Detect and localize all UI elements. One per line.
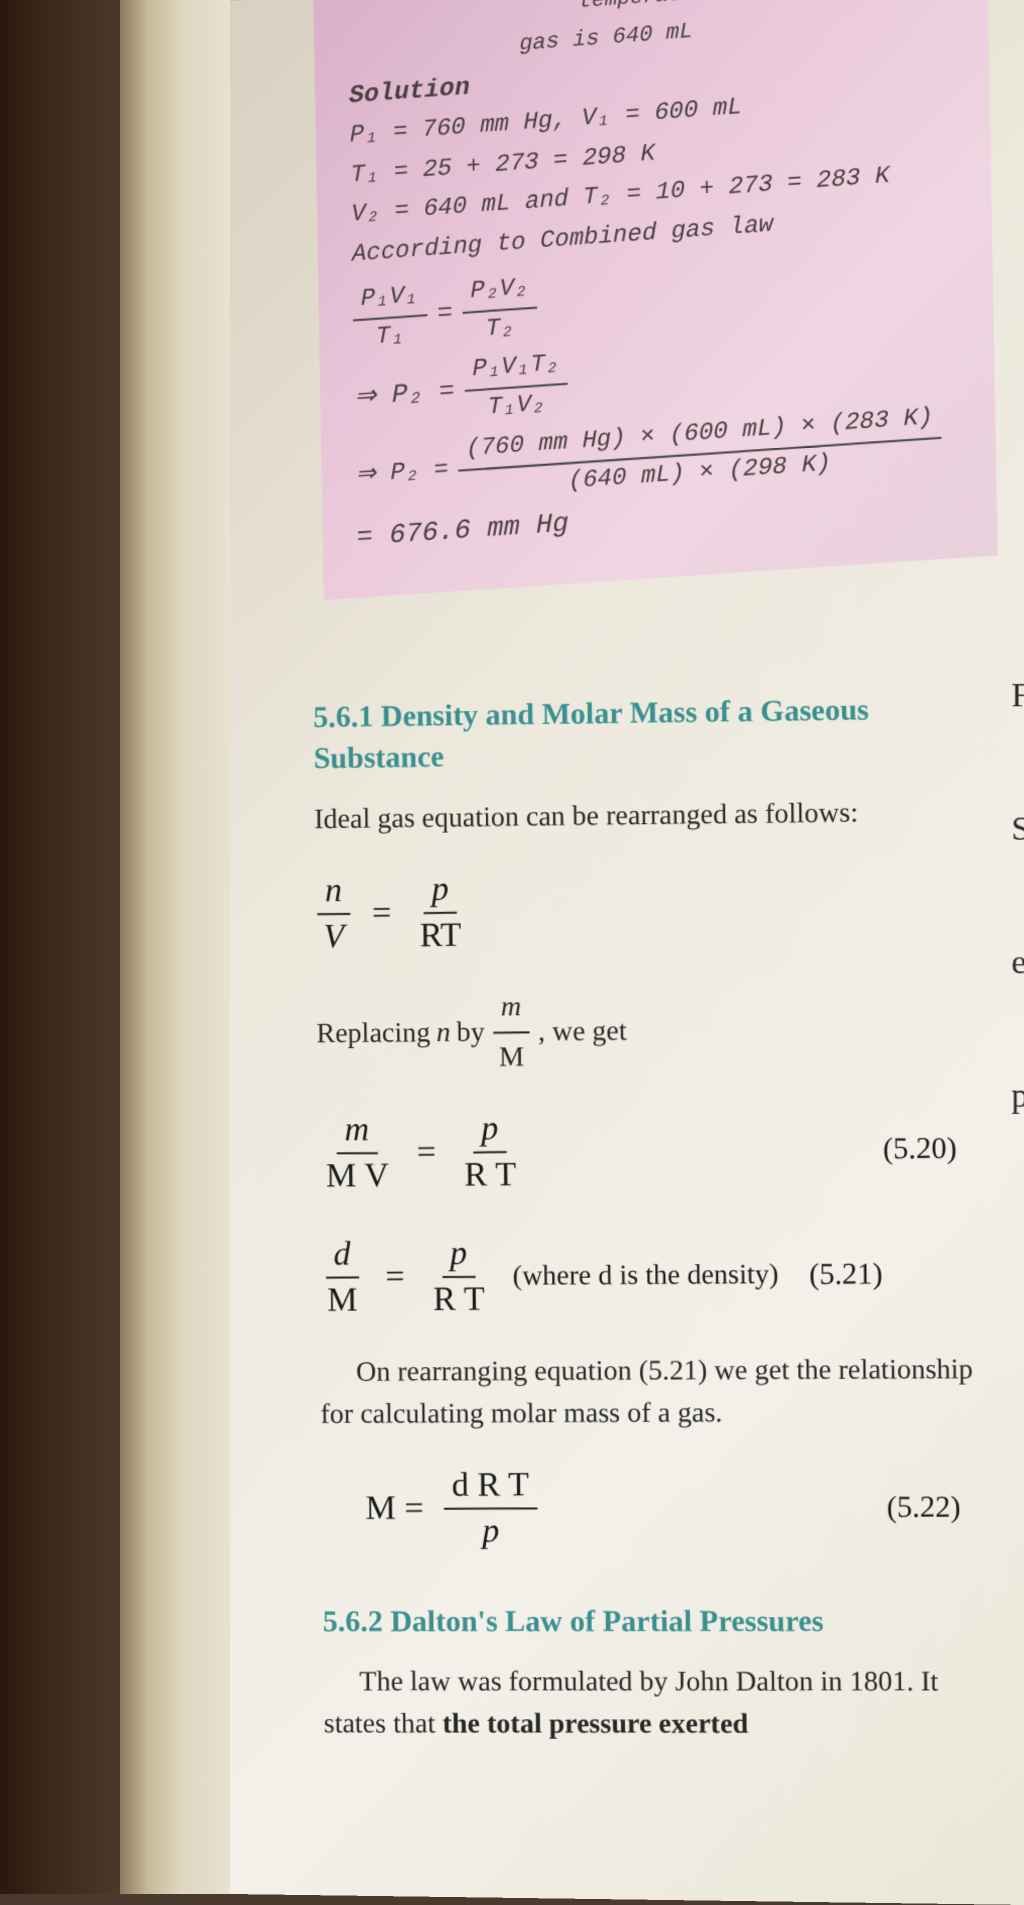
sol-frac-p2a: P₁V₁T₂ T₁V₂: [465, 349, 569, 426]
textbook-page: temperature gas is 640 mL Solution P₁ = …: [230, 0, 1024, 1905]
equation-5-20: m M V = p R T (5.20): [317, 1106, 981, 1195]
section-5-6-1-title: 5.6.1 Density and Molar Mass of a Gaseou…: [313, 688, 977, 778]
dalton-para: The law was formulated by John Dalton in…: [323, 1661, 988, 1745]
eq-num-5-22: (5.22): [887, 1490, 986, 1525]
sol-frac-right: P₂V₂ T₂: [463, 272, 538, 347]
eq-num-5-21: (5.21): [809, 1257, 908, 1292]
ideal-gas-intro: Ideal gas equation can be rearranged as …: [314, 791, 978, 841]
equation-5-22: M = d R T p (5.22): [365, 1465, 985, 1551]
right-page-crop: F S e p: [1011, 677, 1024, 1116]
main-content: 5.6.1 Density and Molar Mass of a Gaseou…: [264, 593, 1008, 1769]
background-dark: [0, 0, 120, 1894]
sol-arrow2: ⇒ P₂ =: [356, 455, 449, 492]
replace-line: Replacing n by m M , we get: [316, 982, 981, 1080]
book-page-edges: [120, 0, 230, 1894]
equation-nv-prt: n V = p RT: [315, 865, 979, 957]
equation-5-21: d M = p R T (where d is the density) (5.…: [319, 1232, 983, 1320]
sol-arrow1: ⇒ P₂ =: [355, 375, 456, 415]
sol-frac-left: P₁V₁ T₁: [353, 280, 428, 355]
equals: =: [437, 296, 453, 330]
density-note: (where d is the density): [513, 1259, 779, 1293]
solution-box: temperature gas is 640 mL Solution P₁ = …: [313, 0, 998, 600]
eq-num-5-20: (5.20): [883, 1131, 982, 1166]
rearranging-para: On rearranging equation (5.21) we get th…: [320, 1349, 985, 1435]
section-5-6-2-title: 5.6.2 Dalton's Law of Partial Pressures: [322, 1605, 986, 1640]
